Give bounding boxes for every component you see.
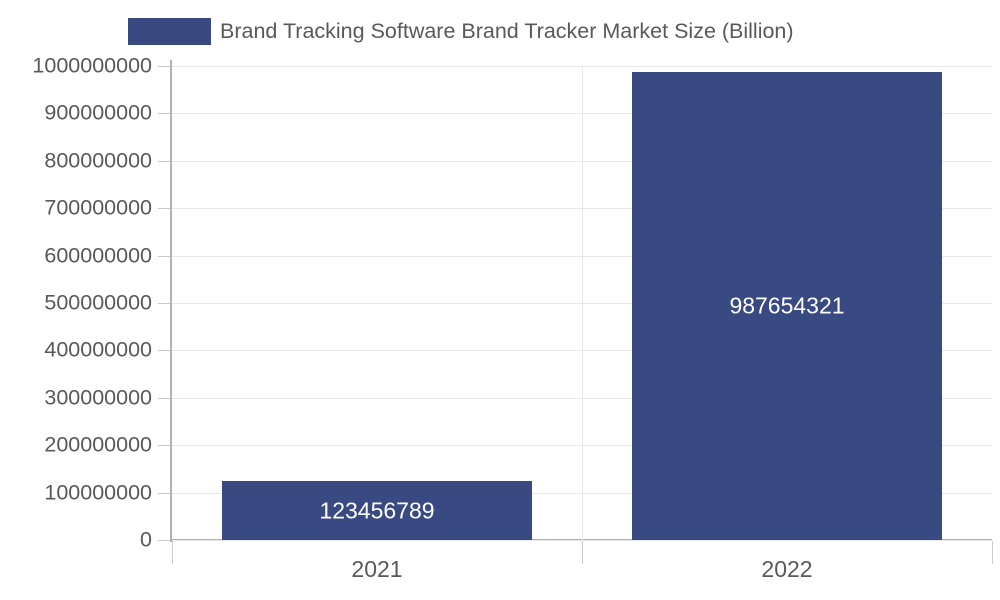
y-axis-tick-label: 200000000 [44,432,152,457]
x-gridline [582,66,583,540]
y-axis-tick-mark [158,350,172,352]
legend-item-label: Brand Tracking Software Brand Tracker Ma… [220,18,794,43]
y-axis-tick-label: 900000000 [44,100,152,125]
y-axis-tick-label: 300000000 [44,385,152,410]
y-axis-tick-label: 1000000000 [32,53,152,78]
y-axis-tick-label: 800000000 [44,148,152,173]
y-axis-tick-mark [158,160,172,162]
y-axis-tick-mark [158,303,172,304]
y-axis-tick-mark [158,66,172,67]
y-axis-tick-label: 0 [140,527,152,552]
y-axis-tick-label: 100000000 [44,479,152,504]
y-axis-tick-mark [158,445,172,447]
y-axis-tick-mark [158,492,172,494]
legend-item-market-size[interactable]: Brand Tracking Software Brand Tracker Ma… [128,17,794,45]
plot-area: 123456789 987654321 [172,66,992,541]
x-axis-tick-mark [172,541,173,564]
x-axis-tick-label: 2021 [351,556,403,582]
y-axis-tick-label: 400000000 [44,337,152,362]
y-axis-tick-mark [158,113,172,115]
x-axis-tick-mark [992,541,993,564]
chart-legend: Brand Tracking Software Brand Tracker Ma… [128,14,794,48]
y-axis-tick-mark [158,208,172,210]
legend-color-swatch-icon [128,17,211,45]
y-axis-tick-label: 700000000 [44,195,152,220]
y-axis-tick-mark [158,540,172,541]
y-axis-tick-labels: 0 100000000 200000000 300000000 400000000 500… [0,0,172,600]
bar[interactable] [222,481,532,540]
y-axis-tick-label: 500000000 [44,290,152,315]
x-axis-tick-mark [582,541,583,564]
bar-value-label: 123456789 [319,497,435,524]
y-axis-tick-mark [158,397,172,399]
bar-value-label: 987654321 [729,292,845,319]
y-axis-tick-mark [158,255,172,257]
y-axis-tick-label: 600000000 [44,242,152,267]
y-axis-line [170,60,172,542]
bar[interactable] [632,71,942,540]
x-axis-tick-label: 2022 [761,556,813,582]
y-gridline [172,540,992,541]
